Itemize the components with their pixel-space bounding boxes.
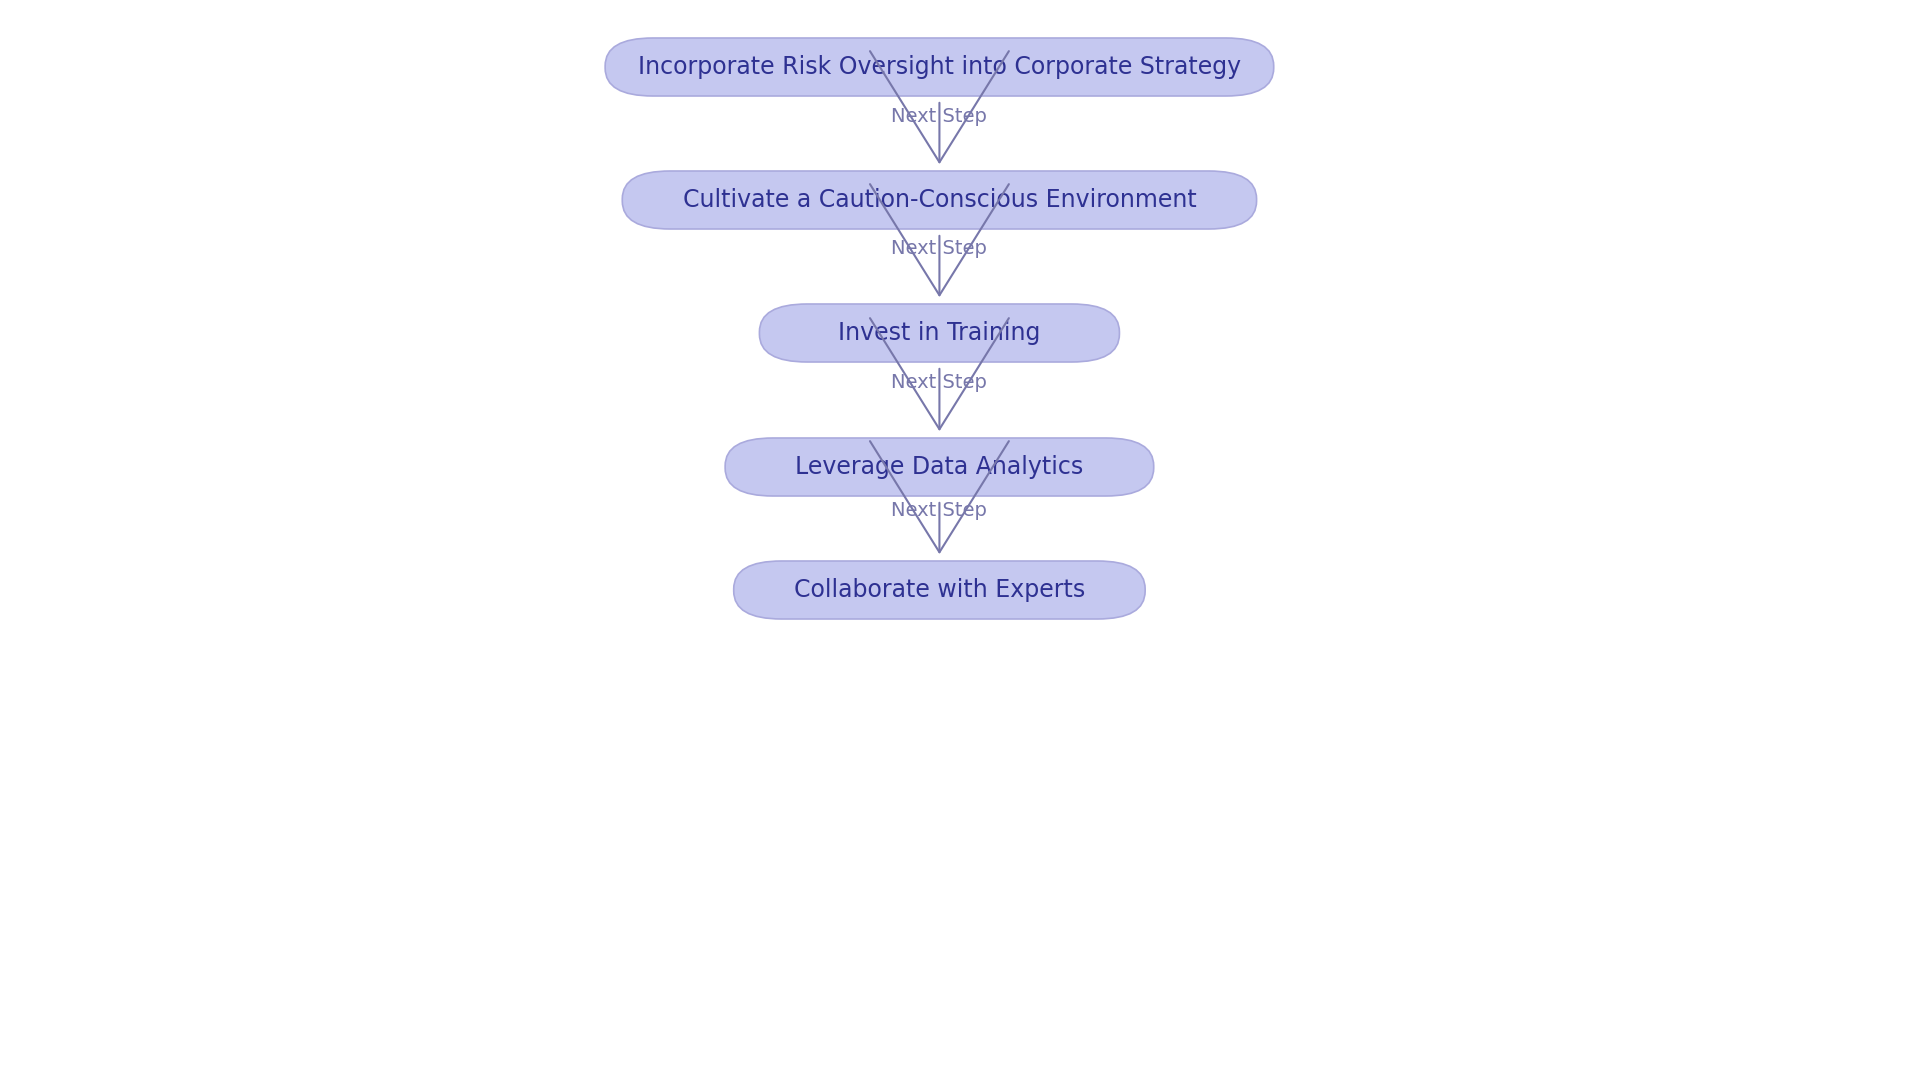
Text: Next Step: Next Step [891, 501, 987, 521]
FancyBboxPatch shape [605, 38, 1273, 96]
FancyBboxPatch shape [622, 171, 1256, 229]
Text: Collaborate with Experts: Collaborate with Experts [793, 578, 1085, 602]
Text: Next Step: Next Step [891, 239, 987, 259]
Text: Incorporate Risk Oversight into Corporate Strategy: Incorporate Risk Oversight into Corporat… [637, 55, 1240, 79]
Text: Invest in Training: Invest in Training [839, 321, 1041, 345]
Text: Cultivate a Caution-Conscious Environment: Cultivate a Caution-Conscious Environmen… [682, 188, 1196, 212]
Text: Next Step: Next Step [891, 106, 987, 126]
FancyBboxPatch shape [733, 561, 1144, 619]
FancyBboxPatch shape [726, 438, 1154, 496]
Text: Leverage Data Analytics: Leverage Data Analytics [795, 455, 1083, 479]
Text: Next Step: Next Step [891, 373, 987, 392]
FancyBboxPatch shape [760, 304, 1119, 362]
